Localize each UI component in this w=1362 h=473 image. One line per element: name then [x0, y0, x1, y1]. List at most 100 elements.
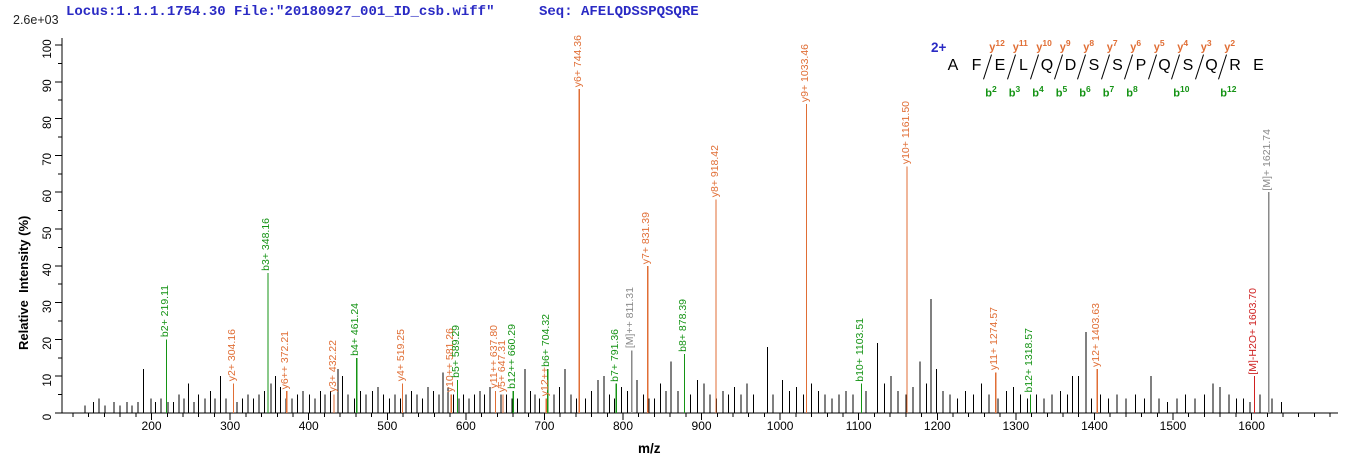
x-tick-label: 500	[377, 419, 397, 433]
y-tick-label: 50	[42, 227, 54, 240]
b-ion-flag-number: 10	[1179, 84, 1190, 94]
y-ion-flag: y3	[1200, 38, 1212, 54]
y-ion-flag: y2	[1224, 38, 1236, 54]
peak-label-y: y11+ 1274.57	[988, 307, 1001, 371]
x-tick-label: 1500	[1160, 419, 1187, 433]
x-tick-label: 300	[220, 419, 240, 433]
residue-letter: A	[947, 57, 959, 74]
b-ion-flag: b6	[1079, 84, 1091, 100]
b-ion-flag-number: 8	[1132, 84, 1138, 94]
peak-label-y: y10+ 1161.50	[899, 101, 912, 165]
peak-label-b: b5+ 589.29	[449, 325, 462, 378]
peak-label-b: b6+ 704.32	[540, 314, 553, 367]
y-tick-label: 60	[42, 190, 54, 203]
residue-letter: E	[994, 57, 1006, 74]
peak-label-y: y4+ 519.25	[394, 329, 407, 382]
x-tick-label: 1100	[846, 419, 872, 433]
y-ion-flag-number: 4	[1183, 38, 1189, 48]
y-ion-flag: y6	[1130, 38, 1142, 54]
x-tick-label: 1200	[924, 419, 951, 433]
b-ion-flag: b7	[1102, 84, 1115, 100]
y-ion-flag: y11	[1012, 38, 1028, 54]
y-ion-flag-number: 12	[995, 38, 1005, 48]
peak-label-y: y6+ 744.36	[571, 34, 584, 88]
y-tick-label: 40	[42, 263, 54, 276]
residue-letter: S	[1182, 57, 1194, 74]
b-ion-flag: b12	[1220, 84, 1237, 100]
b-ion-flag: b4	[1032, 84, 1044, 100]
peak-label-y: y6++ 372.21	[279, 330, 292, 389]
y-ion-flag-number: 9	[1065, 38, 1071, 48]
b-ion-flag: b2	[985, 84, 997, 100]
y-tick-label: 100	[42, 39, 54, 58]
x-axis-title: m/z	[638, 441, 661, 456]
b-ion-flag-number: 2	[991, 84, 997, 94]
peak-label-b: b2+ 219.11	[159, 285, 172, 338]
peak-label-y: y3+ 432.22	[326, 340, 339, 393]
b-ion-flag: b10	[1173, 84, 1190, 100]
b-ion-flag-number: 12	[1226, 84, 1237, 94]
x-tick-label: 200	[142, 419, 162, 433]
peak-label-precursor: [M]++ 811.31	[624, 287, 637, 349]
b-ion-flag-number: 5	[1062, 84, 1068, 94]
peak-label-y: y9+ 1033.46	[798, 43, 811, 102]
y-ion-flag-number: 2	[1230, 38, 1236, 48]
max-intensity-label: 2.6e+03	[13, 13, 59, 27]
y-ion-flag-number: 10	[1042, 38, 1052, 48]
peak-label-y: y2+ 304.16	[225, 329, 238, 382]
y-ion-flag: y4	[1177, 38, 1189, 54]
peak-label-b: b3+ 348.16	[260, 218, 273, 272]
x-tick-label: 400	[299, 419, 319, 433]
x-tick-label: 1600	[1238, 419, 1265, 433]
x-tick-label: 1400	[1081, 419, 1108, 433]
y-ion-flag: y12	[989, 38, 1005, 54]
peak-label-b: b4+ 461.24	[349, 302, 362, 356]
residue-letter: P	[1135, 57, 1147, 74]
peak-label-y: y12++	[538, 367, 551, 397]
y-ion-flag: y10	[1036, 38, 1052, 54]
y-tick-label: 10	[42, 374, 54, 387]
x-tick-label: 800	[613, 419, 633, 433]
residue-letter: E	[1253, 57, 1264, 74]
x-tick-label: 1000	[767, 419, 794, 433]
b-ion-flag-number: 4	[1038, 84, 1044, 94]
precursor-charge-label: 2+	[931, 40, 947, 55]
y-ion-flag-number: 5	[1159, 38, 1165, 48]
peak-label-y: y8+ 918.42	[708, 145, 721, 198]
b-ion-flag-number: 6	[1085, 84, 1091, 94]
y-ion-flag-number: 8	[1089, 38, 1095, 48]
residue-letter: Q	[1205, 57, 1218, 74]
residue-letter: S	[1112, 57, 1123, 74]
residue-letter: Q	[1158, 57, 1171, 74]
b-ion-flag-number: 3	[1015, 84, 1021, 94]
x-tick-label: 1300	[1003, 419, 1030, 433]
y-ion-flag-number: 6	[1136, 38, 1142, 48]
residue-letter: F	[971, 57, 982, 74]
y-tick-label: 90	[42, 79, 54, 92]
residue-letter: L	[1019, 57, 1028, 74]
peak-label-b: b7+ 791.36	[608, 328, 621, 382]
y-tick-label: 0	[42, 414, 54, 420]
y-tick-label: 20	[42, 337, 54, 350]
peak-label-b: b12++ 660.29	[505, 324, 518, 389]
y-tick-label: 70	[42, 153, 54, 166]
peak-label-precursor_loss: [M]-H2O+ 1603.70	[1246, 287, 1259, 375]
locus-file-label: Locus:1.1.1.1754.30 File:"20180927_001_I…	[66, 4, 495, 20]
x-tick-label: 900	[692, 419, 712, 433]
residue-letter: D	[1064, 57, 1077, 74]
sequence-label: Seq: AFELQDSSPQSQRE	[539, 4, 699, 20]
peak-label-b: b8+ 878.39	[677, 299, 690, 353]
b-ion-flag: b5	[1055, 84, 1068, 100]
residue-letter: R	[1229, 57, 1241, 74]
peak-label-b: b10+ 1103.51	[853, 317, 866, 382]
peak-label-y: y12+ 1403.63	[1089, 302, 1102, 367]
y-ion-flag: y7	[1106, 38, 1118, 54]
y-ion-flag-number: 11	[1018, 38, 1028, 48]
x-tick-label: 600	[456, 419, 476, 433]
b-ion-flag-number: 7	[1109, 84, 1115, 94]
y-ion-flag: y9	[1059, 38, 1071, 54]
peak-label-b: b12+ 1318.57	[1022, 328, 1035, 393]
residue-letter: Q	[1040, 57, 1054, 74]
residue-letter: S	[1088, 57, 1100, 74]
